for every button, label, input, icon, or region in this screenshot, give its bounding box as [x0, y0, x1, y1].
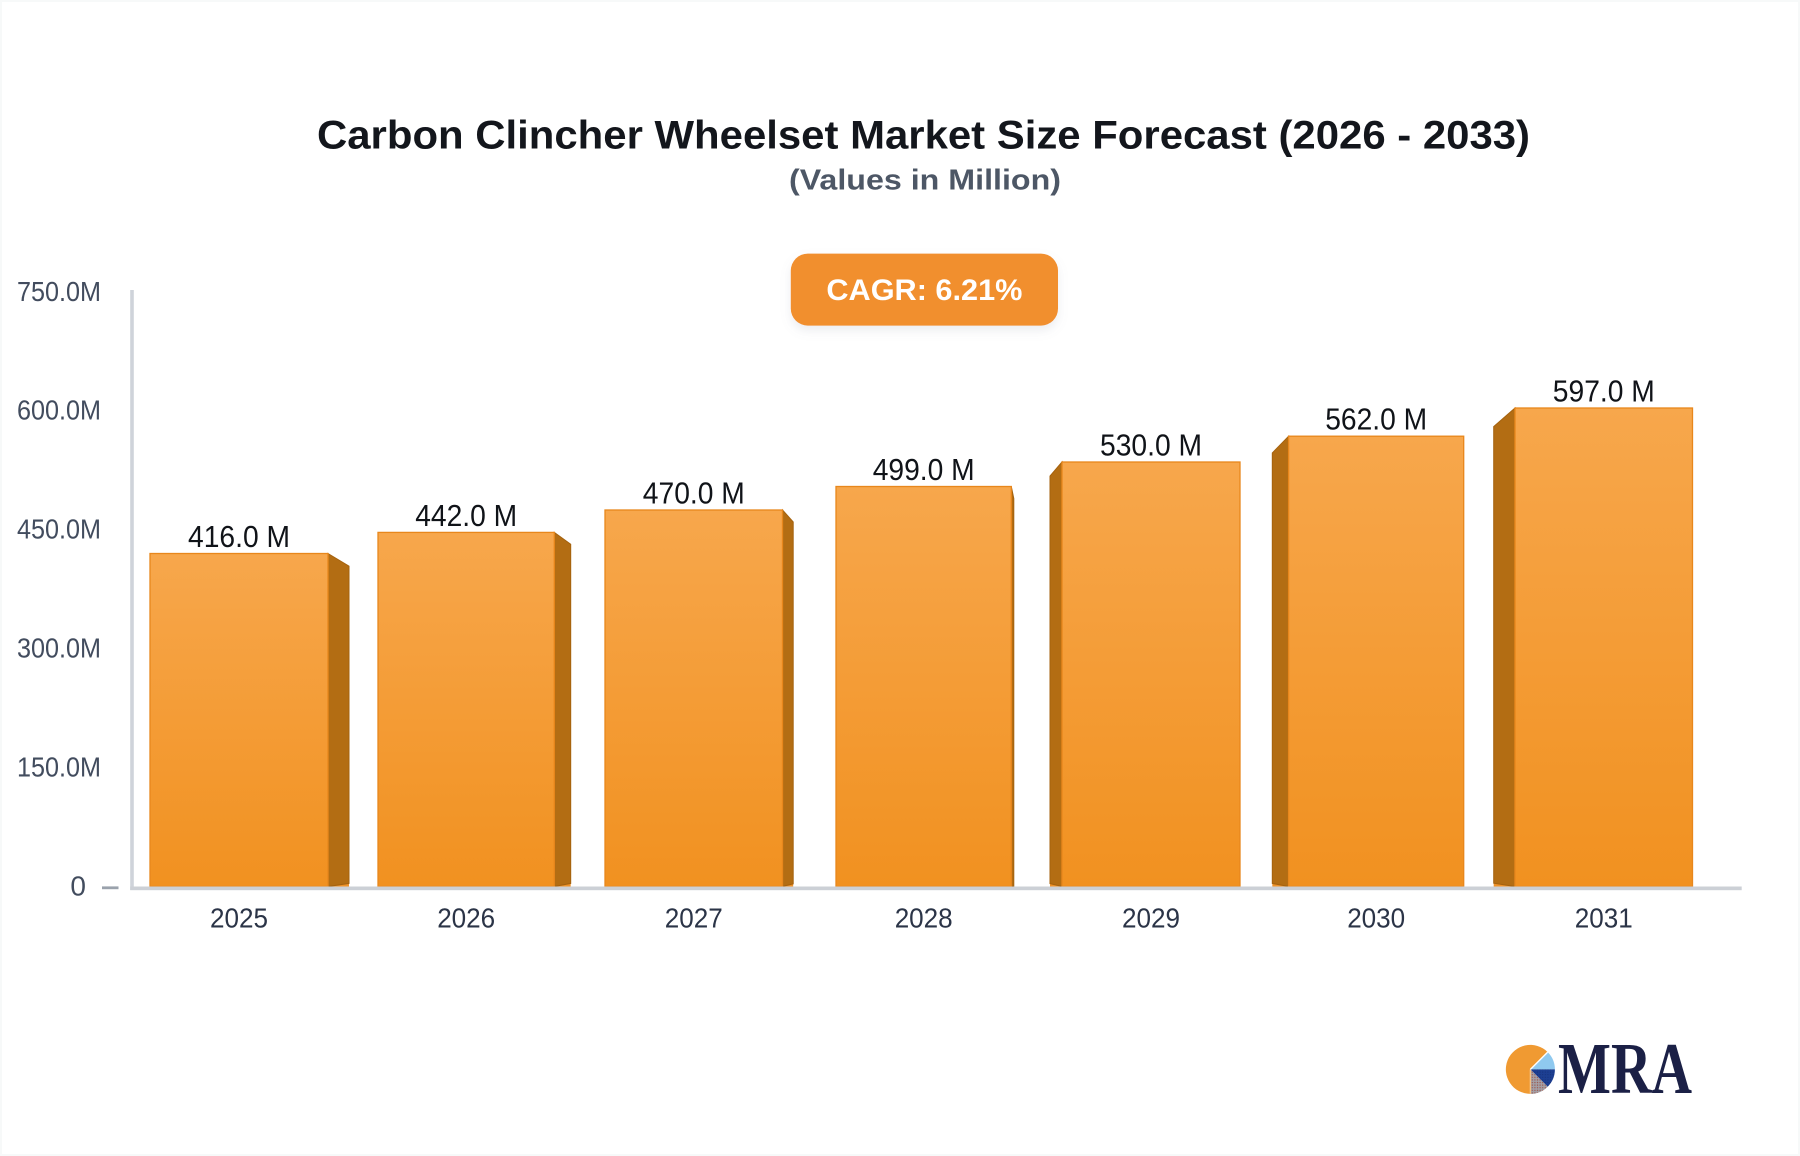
svg-text:300.0M: 300.0M: [17, 633, 101, 664]
svg-text:(Values in Million): (Values in Million): [789, 165, 1061, 197]
svg-text:600.0M: 600.0M: [17, 395, 101, 426]
svg-text:2030: 2030: [1347, 903, 1405, 934]
svg-text:470.0 M: 470.0 M: [643, 476, 745, 511]
svg-text:2028: 2028: [895, 903, 953, 934]
svg-text:150.0M: 150.0M: [17, 752, 101, 783]
svg-text:530.0 M: 530.0 M: [1100, 428, 1202, 463]
svg-text:2029: 2029: [1122, 903, 1180, 934]
svg-text:CAGR: 6.21%: CAGR: 6.21%: [826, 274, 1022, 307]
svg-text:2027: 2027: [665, 903, 723, 934]
svg-text:2031: 2031: [1575, 903, 1633, 934]
svg-text:499.0 M: 499.0 M: [873, 452, 975, 487]
svg-text:416.0 M: 416.0 M: [188, 519, 290, 554]
svg-text:2026: 2026: [437, 903, 495, 934]
svg-text:MRA: MRA: [1558, 1028, 1692, 1109]
svg-text:562.0 M: 562.0 M: [1325, 402, 1427, 437]
svg-text:442.0 M: 442.0 M: [415, 498, 517, 533]
svg-text:0: 0: [70, 871, 86, 902]
svg-text:597.0 M: 597.0 M: [1553, 374, 1655, 409]
svg-text:2025: 2025: [210, 903, 268, 934]
svg-text:450.0M: 450.0M: [17, 514, 101, 545]
svg-text:Carbon Clincher Wheelset Marke: Carbon Clincher Wheelset Market Size For…: [317, 114, 1530, 158]
svg-text:750.0M: 750.0M: [17, 276, 101, 307]
